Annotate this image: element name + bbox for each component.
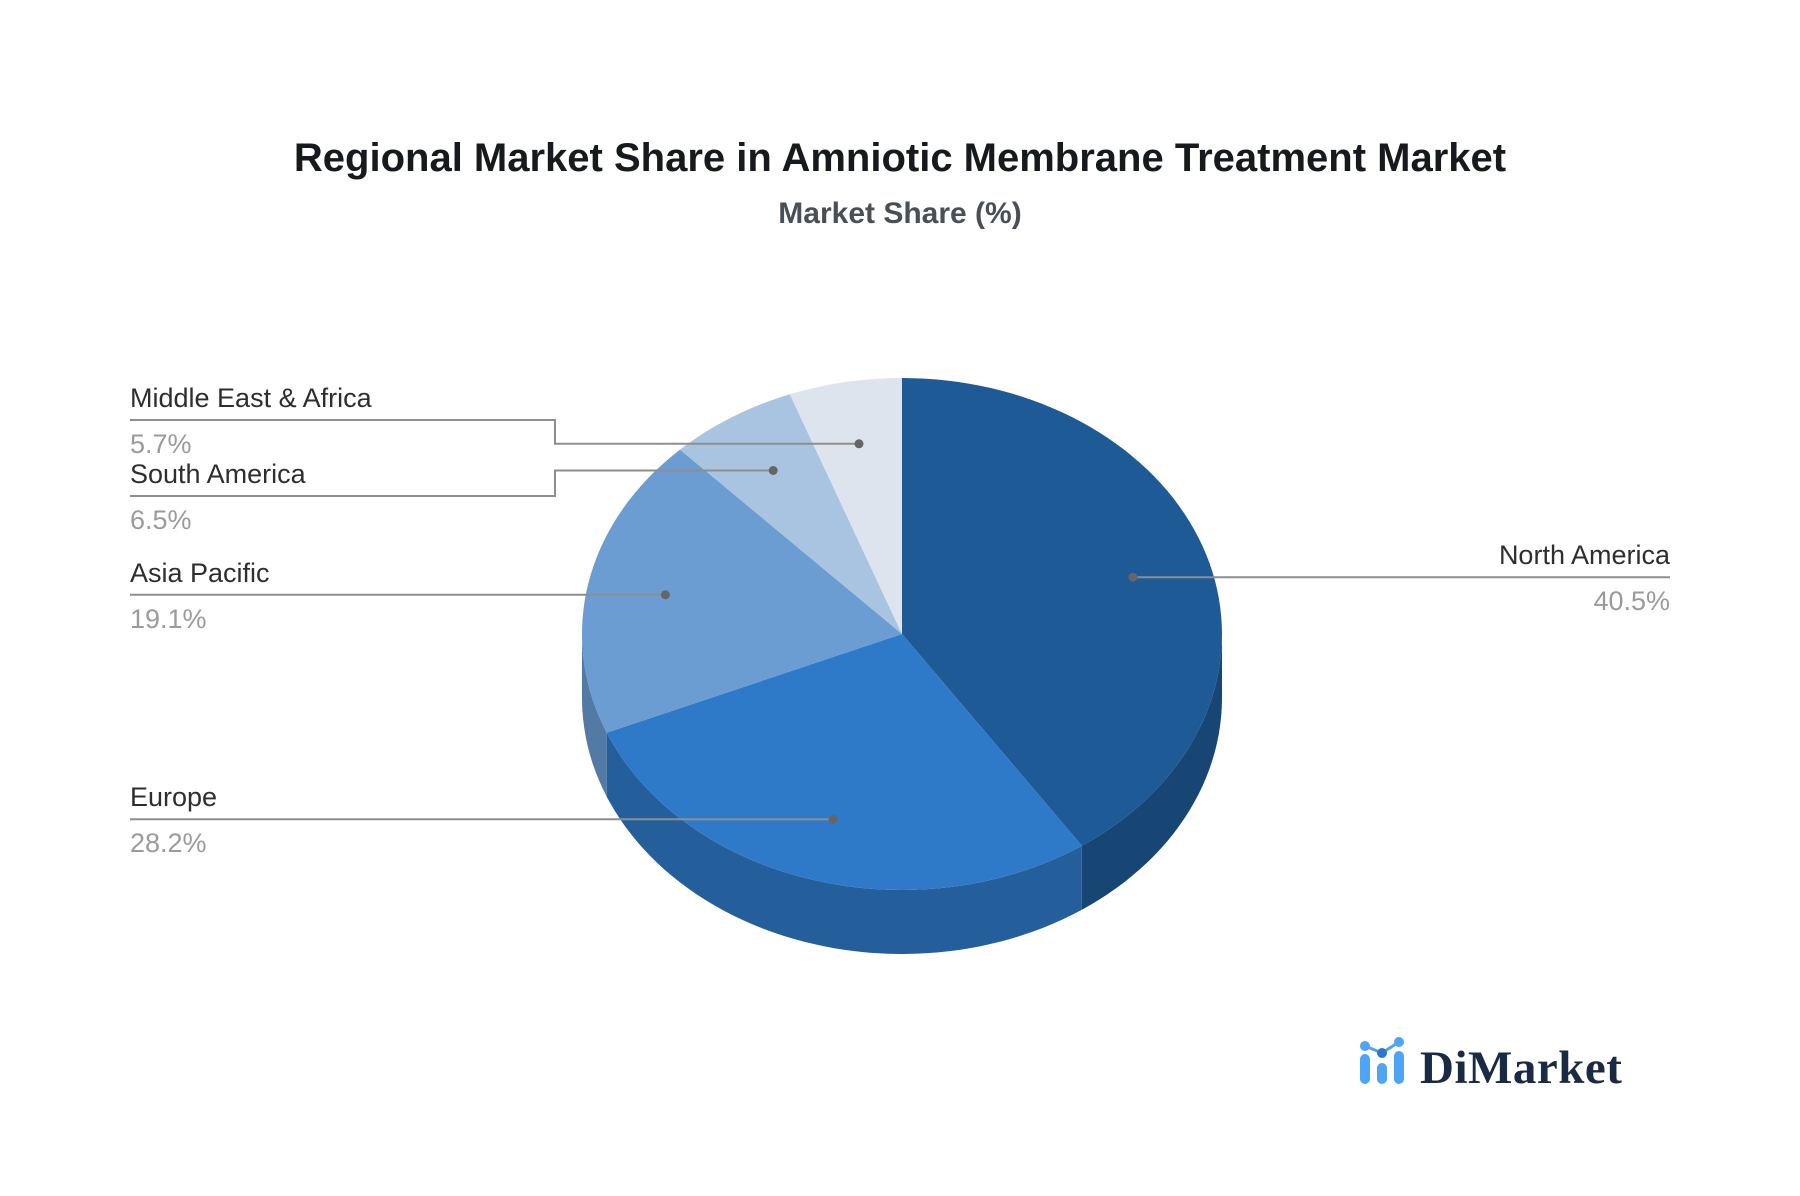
pie-slice-south-america[interactable] — [680, 394, 902, 634]
slice-label-name: Europe — [130, 782, 218, 813]
leader-dot-north-america — [1128, 572, 1138, 582]
logo-bar-right — [1394, 1051, 1404, 1084]
pie-slice-side-asia-pacific[interactable] — [582, 634, 607, 797]
leader-dot-europe — [828, 814, 838, 824]
slice-label-name: North America — [1498, 540, 1670, 571]
pie-slice-asia-pacific[interactable] — [582, 449, 902, 733]
logo-dot-right — [1394, 1037, 1404, 1047]
pie-slice-north-america[interactable] — [902, 378, 1222, 846]
brand-chart-icon — [1360, 1037, 1404, 1084]
pie-slice-middle-east-africa[interactable] — [789, 378, 902, 634]
leader-line-middle-east-africa — [130, 419, 859, 445]
slice-label-name: Asia Pacific — [130, 557, 270, 588]
leader-line-south-america — [130, 469, 774, 497]
chart-title: Regional Market Share in Amniotic Membra… — [293, 136, 1507, 180]
leader-dot-asia-pacific — [660, 590, 670, 600]
slice-label-pct: 5.7% — [130, 429, 192, 459]
brand-logo: DiMarket — [1358, 1036, 1622, 1093]
slice-label-pct: 40.5% — [1593, 586, 1670, 617]
logo-dot-middle — [1377, 1048, 1387, 1058]
slice-label-name: Middle East & Africa — [130, 383, 372, 413]
brand-name: DiMarket — [1420, 1042, 1623, 1094]
leader-dot-south-america — [768, 466, 778, 475]
slice-label-pct: 28.2% — [130, 828, 207, 859]
leader-dot-middle-east-africa — [854, 439, 864, 449]
logo-bar-middle — [1377, 1063, 1387, 1084]
pie-slice-europe[interactable] — [606, 634, 1082, 890]
chart-subtitle: Market Share (%) — [778, 197, 1022, 230]
slice-label-name: South America — [130, 459, 306, 489]
logo-bar-left — [1360, 1054, 1370, 1084]
pie-slice-side-europe[interactable] — [606, 732, 1082, 954]
slice-label-pct: 6.5% — [130, 505, 192, 535]
logo-dot-left — [1360, 1041, 1370, 1051]
pie-slice-side-north-america[interactable] — [1081, 634, 1222, 910]
slice-label-pct: 19.1% — [130, 603, 207, 634]
